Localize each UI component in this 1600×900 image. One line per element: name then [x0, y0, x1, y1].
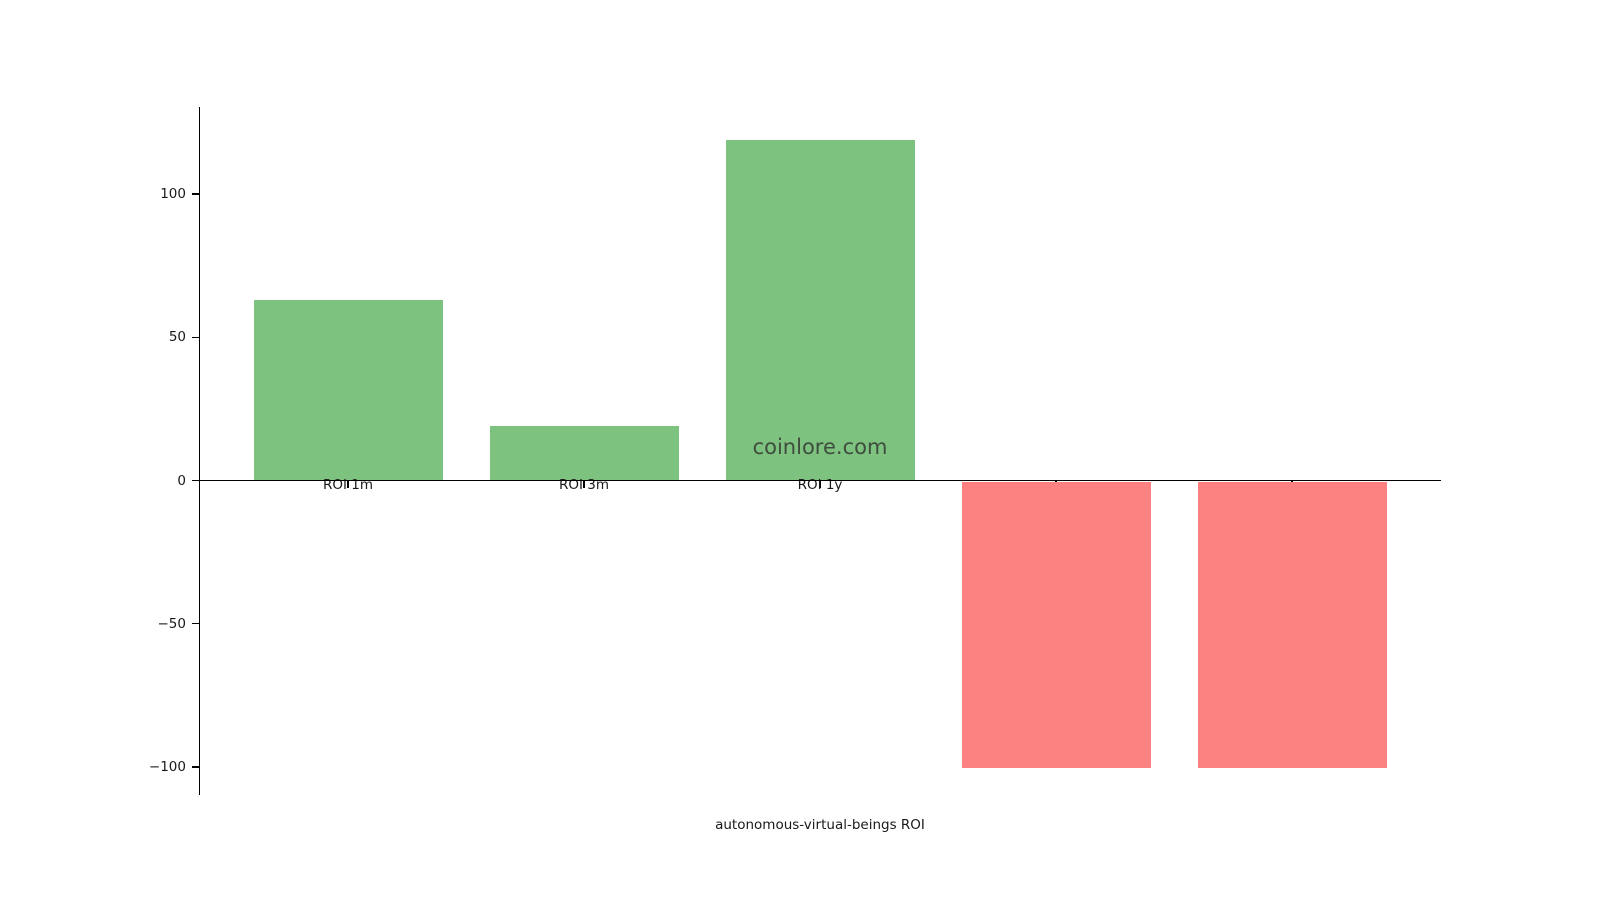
y-tick-label: −100	[148, 759, 186, 775]
y-tick-label: 100	[160, 186, 186, 202]
y-axis-spine	[199, 107, 201, 795]
y-tick-label: 0	[177, 472, 186, 489]
watermark-text: coinlore.com	[752, 435, 888, 459]
y-tick-mark	[192, 193, 199, 195]
bar-negative	[961, 481, 1151, 768]
bar-positive	[725, 139, 915, 481]
x-tick-mark	[583, 480, 585, 488]
chart-xlabel: autonomous-virtual-beings ROI	[715, 817, 925, 833]
x-tick-mark	[819, 480, 821, 488]
x-axis-zero-line	[199, 480, 1441, 482]
y-tick-label: 50	[168, 329, 186, 346]
x-tick-mark	[347, 480, 349, 488]
y-tick-mark	[192, 766, 199, 768]
y-tick-mark	[192, 479, 199, 482]
y-tick-mark	[192, 336, 199, 338]
bar-positive	[489, 426, 679, 481]
y-tick-mark	[192, 623, 199, 625]
y-tick-label: −50	[157, 615, 187, 632]
bar-negative	[1197, 481, 1387, 768]
bar-positive	[253, 300, 443, 481]
